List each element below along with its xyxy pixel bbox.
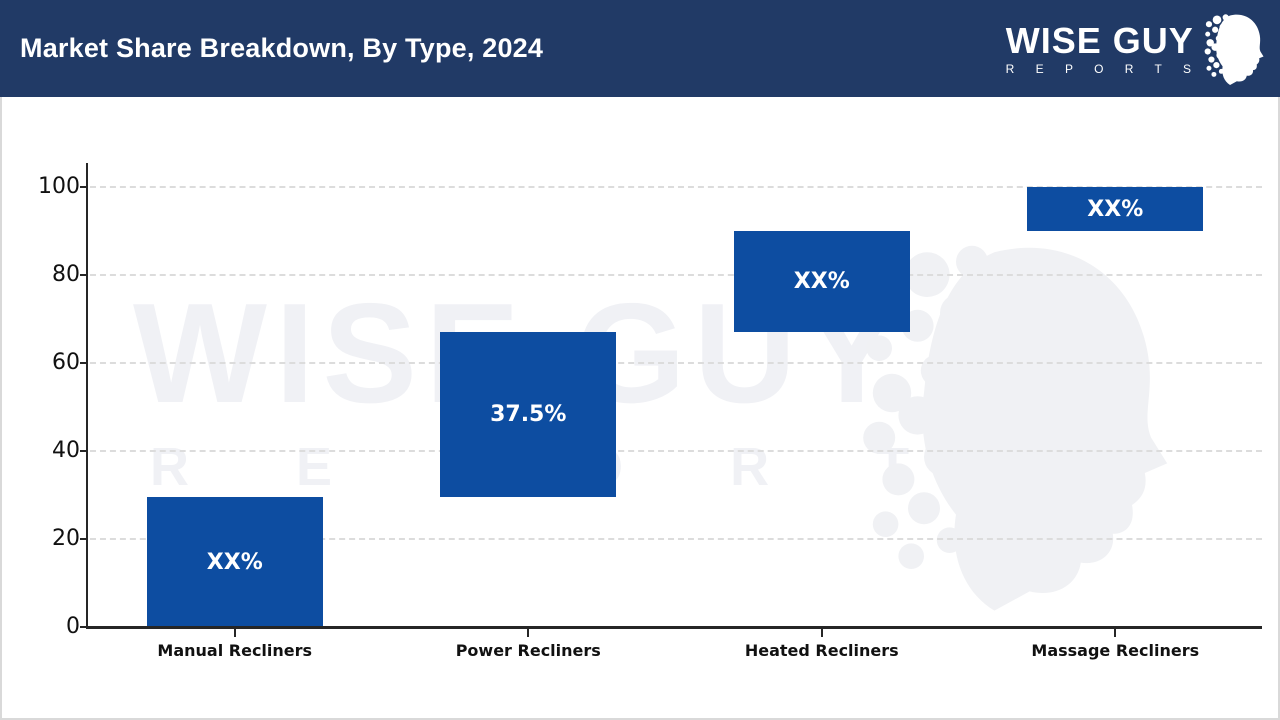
y-tick-label: 60 [52, 350, 80, 375]
y-tick-label: 20 [52, 526, 80, 551]
bar-value-label: XX% [793, 269, 850, 295]
y-tick-label: 80 [52, 262, 80, 287]
bar-value-label: XX% [1087, 196, 1144, 222]
bar-value-label: XX% [206, 549, 263, 575]
x-tick [820, 629, 823, 637]
gridline [90, 538, 1262, 540]
wise-guy-logo: WISE GUY R E P O R T S [1000, 8, 1266, 90]
bar: XX% [146, 497, 323, 627]
x-axis-category-label: Power Recliners [455, 641, 601, 660]
x-tick [1114, 629, 1117, 637]
y-tick [80, 274, 88, 276]
x-axis-category-label: Massage Recliners [1031, 641, 1200, 660]
gridline [90, 450, 1262, 452]
bar: XX% [1027, 187, 1204, 231]
x-axis-category-label: Manual Recliners [157, 641, 313, 660]
y-tick-label: 100 [38, 174, 80, 199]
gridline [90, 274, 1262, 276]
y-tick [80, 186, 88, 188]
y-tick-label: 40 [52, 438, 80, 463]
x-axis-category-label: Heated Recliners [744, 641, 899, 660]
y-tick [80, 362, 88, 364]
x-tick [527, 629, 530, 637]
header-bar: Market Share Breakdown, By Type, 2024 WI… [0, 0, 1280, 97]
logo-wordmark: WISE GUY [1005, 20, 1194, 61]
y-tick [80, 538, 88, 540]
bar: XX% [733, 231, 910, 333]
logo-subtitle: R E P O R T S [1005, 62, 1200, 76]
page-title: Market Share Breakdown, By Type, 2024 [20, 33, 544, 63]
gridline [90, 186, 1262, 188]
logo-text: WISE GUY R E P O R T S [1000, 20, 1200, 76]
y-tick [80, 626, 88, 628]
logo-head-icon [1204, 14, 1264, 85]
x-tick [233, 629, 236, 637]
x-axis-line [86, 626, 1262, 629]
bar-value-label: 37.5% [490, 402, 567, 428]
y-tick-label: 0 [66, 614, 80, 639]
y-axis-line [86, 163, 88, 629]
bar: 37.5% [440, 332, 617, 498]
y-tick [80, 450, 88, 452]
gridline [90, 362, 1262, 364]
